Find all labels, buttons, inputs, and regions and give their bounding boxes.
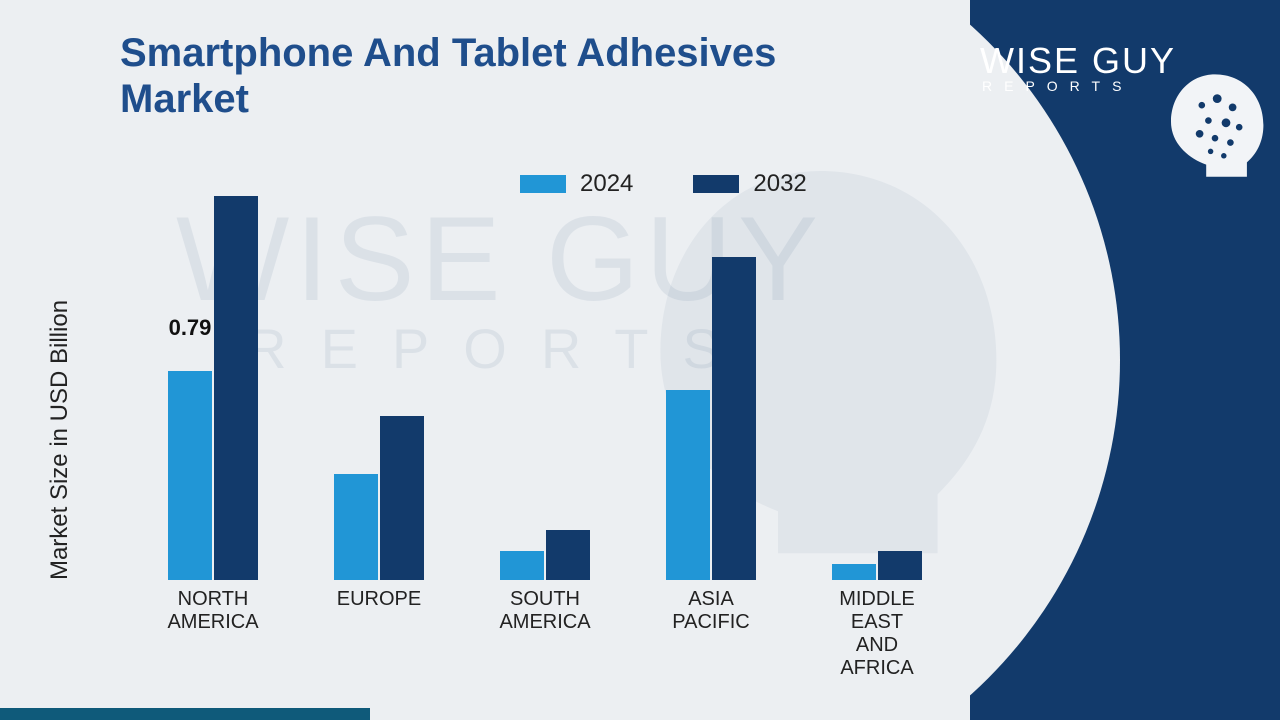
footer-accent [0, 708, 370, 720]
chart-area: Market Size in USD Billion 0.79 NORTHAME… [60, 170, 960, 710]
x-category-label: EUROPE [304, 588, 454, 611]
brand-logo: WISE GUY REPORTS [980, 40, 1260, 94]
brand-head-icon [1160, 70, 1270, 180]
bar-2032 [380, 416, 424, 580]
bar-2024 [832, 564, 876, 580]
bar-2032 [712, 257, 756, 580]
chart-card: WISE GUY REPORTS WISE GUY REPORTS Smartp… [0, 0, 1280, 720]
bar-2024 [666, 390, 710, 580]
value-label: 0.79 [169, 315, 212, 341]
x-category-label: ASIAPACIFIC [636, 588, 786, 634]
bar-2024 [500, 551, 544, 580]
bar-2032 [214, 196, 258, 580]
bar-2024 [168, 371, 212, 580]
bar-2032 [546, 530, 590, 580]
x-category-label: MIDDLEEASTANDAFRICA [802, 588, 952, 680]
x-category-label: SOUTHAMERICA [470, 588, 620, 634]
x-axis-labels: NORTHAMERICA EUROPE SOUTHAMERICA ASIAPACIFI… [130, 582, 960, 710]
plot-area: 0.79 [130, 170, 960, 580]
y-axis-label: Market Size in USD Billion [46, 300, 74, 580]
chart-title: Smartphone And Tablet Adhesives Market [120, 30, 820, 122]
x-category-label: NORTHAMERICA [138, 588, 288, 634]
bar-2024 [334, 474, 378, 580]
bar-2032 [878, 551, 922, 580]
